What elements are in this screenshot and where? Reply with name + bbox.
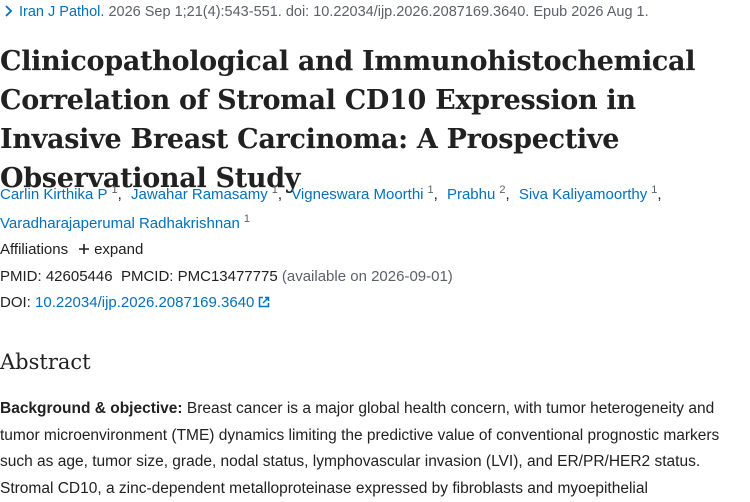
expand-button[interactable]: expand [94, 241, 144, 258]
pmcid-availability: (available on 2026-09-01) [281, 268, 453, 285]
author-link[interactable]: Carlin Kirthika P [0, 186, 108, 203]
doi-label: DOI: [0, 294, 31, 311]
author-link[interactable]: Siva Kaliyamoorthy [518, 186, 648, 203]
doi-row: DOI: 10.22034/ijp.2026.2087169.3640 [0, 294, 750, 311]
doi-link[interactable]: 10.22034/ijp.2026.2087169.3640 [35, 294, 255, 311]
author-link[interactable]: Varadharajaperumal Radhakrishnan [0, 215, 240, 232]
affiliation-number[interactable]: 1 [651, 184, 658, 196]
journal-link[interactable]: Iran J Pathol. [19, 4, 105, 20]
chevron-icon[interactable] [4, 5, 13, 17]
author: Prabhu 2 [446, 184, 515, 203]
affiliation-number[interactable]: 1 [243, 213, 250, 225]
author-link[interactable]: Jawahar Ramasamy [131, 186, 268, 203]
citation-details: 2026 Sep 1;21(4):543-551. doi: 10.22034/… [108, 4, 649, 20]
external-link-icon[interactable] [258, 296, 270, 308]
author: Vigneswara Moorthi 1 [291, 184, 443, 203]
citation: Iran J Pathol. 2026 Sep 1;21(4):543-551.… [0, 4, 750, 20]
author-link[interactable]: Prabhu [446, 186, 496, 203]
expand-icon[interactable] [78, 243, 90, 255]
affiliation-number[interactable]: 1 [427, 184, 434, 196]
author: Varadharajaperumal Radhakrishnan 1 [0, 213, 250, 232]
abstract-section-label: Background & objective: [0, 400, 183, 417]
pmid: 42605446 [45, 268, 113, 285]
affiliation-number[interactable]: 1 [111, 184, 118, 196]
identifiers: PMID: 42605446 PMCID: PMC13477775 (avail… [0, 268, 750, 285]
affiliation-number[interactable]: 1 [271, 184, 278, 196]
abstract-heading: Abstract [0, 350, 91, 374]
affiliations-label: Affiliations [0, 241, 69, 258]
pmcid: PMC13477775 [177, 268, 278, 285]
abstract-paragraph: Background & objective: Breast cancer is… [0, 396, 748, 502]
abstract-section-text: Breast cancer is a major global health c… [0, 400, 720, 497]
article-title: Clinicopathological and Immunohistochemi… [0, 46, 696, 194]
affiliations: Affiliations expand [0, 241, 750, 258]
pmid-label: PMID: [0, 268, 42, 285]
author: Jawahar Ramasamy 1 [131, 184, 287, 203]
author: Siva Kaliyamoorthy 1 [518, 184, 667, 203]
pmcid-label: PMCID: [120, 268, 174, 285]
affiliation-number[interactable]: 2 [499, 184, 506, 196]
author-link[interactable]: Vigneswara Moorthi [291, 186, 424, 203]
